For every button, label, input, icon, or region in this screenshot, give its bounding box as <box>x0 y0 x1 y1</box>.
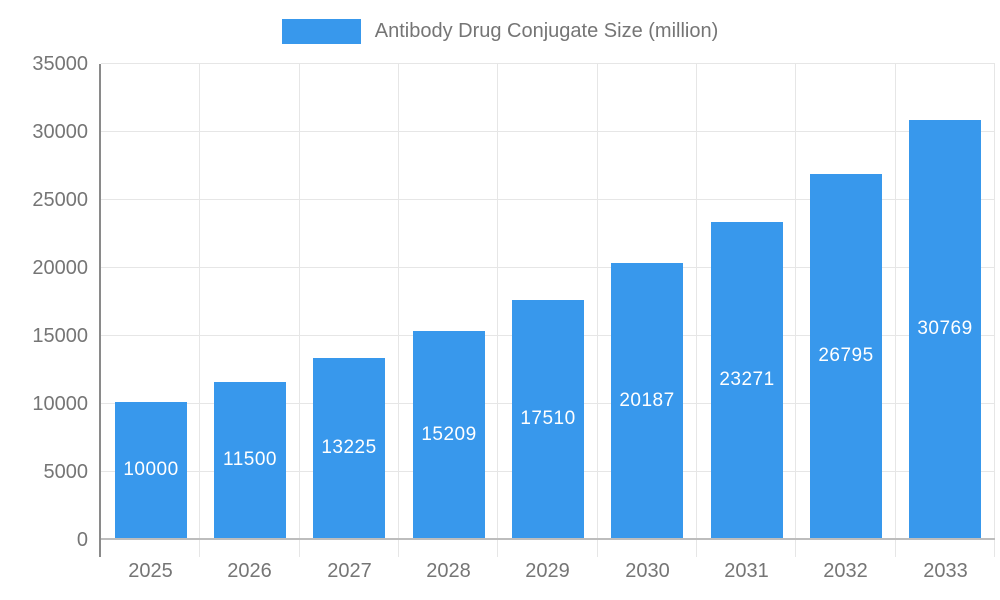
gridline-horizontal <box>101 131 995 132</box>
bar-value-label: 10000 <box>123 459 179 480</box>
gridline-vertical <box>795 64 796 557</box>
bar-2026[interactable]: 11500 <box>214 382 286 538</box>
bar-value-label: 13225 <box>321 437 377 458</box>
bar-value-label: 20187 <box>619 389 675 411</box>
x-axis-tick-label: 2026 <box>227 560 272 582</box>
x-axis-tick-label: 2029 <box>525 560 570 582</box>
bar-2025[interactable]: 10000 <box>115 402 187 538</box>
y-axis-tick-label: 25000 <box>32 189 88 211</box>
legend-label: Antibody Drug Conjugate Size (million) <box>374 19 719 42</box>
bar-2031[interactable]: 23271 <box>711 222 783 538</box>
x-axis-tick-label: 2030 <box>625 560 670 582</box>
y-axis-tick-label: 15000 <box>32 325 88 347</box>
bar-value-label: 26795 <box>818 345 874 366</box>
gridline-vertical <box>199 64 200 557</box>
x-axis-tick-label: 2033 <box>923 560 968 582</box>
legend-swatch <box>281 18 361 44</box>
gridline-vertical <box>895 64 896 557</box>
gridline-vertical <box>497 64 498 557</box>
x-axis-tick-label: 2025 <box>128 560 173 582</box>
bar-value-label: 11500 <box>223 449 277 470</box>
plot-area: 10000 11500 13225 15209 17510 20187 23271 26795… <box>99 63 995 557</box>
gridline-horizontal <box>101 199 995 200</box>
gridline-vertical <box>597 64 598 557</box>
bar-value-label: 15209 <box>421 423 477 445</box>
gridline-horizontal <box>101 267 995 268</box>
gridline-vertical <box>299 64 300 557</box>
bar-2029[interactable]: 17510 <box>512 300 584 538</box>
x-axis-tick-label: 2032 <box>823 560 868 582</box>
y-axis-tick-label: 5000 <box>43 461 89 483</box>
y-axis-tick-label: 30000 <box>32 121 88 143</box>
bar-value-label: 30769 <box>917 318 973 339</box>
y-axis-tick-label: 0 <box>76 529 88 551</box>
bar-value-label: 23271 <box>719 369 775 390</box>
bar-2027[interactable]: 13225 <box>313 358 385 538</box>
bar-2030[interactable]: 20187 <box>611 263 683 538</box>
bar-2032[interactable]: 26795 <box>810 174 882 538</box>
x-axis-tick-label: 2031 <box>724 560 769 582</box>
gridline-vertical <box>994 64 995 557</box>
bar-value-label: 17510 <box>520 408 576 429</box>
x-axis-tick-label: 2028 <box>426 560 471 582</box>
x-axis-tick-label: 2027 <box>327 560 372 582</box>
y-axis: 0 5000 10000 15000 20000 25000 30000 35000 <box>0 0 88 600</box>
gridline-vertical <box>696 64 697 557</box>
x-axis: 2025 2026 2027 2028 2029 2030 2031 2032 2033 <box>101 558 995 588</box>
y-axis-tick-label: 20000 <box>32 257 88 279</box>
y-axis-line <box>99 64 101 557</box>
y-axis-tick-label: 10000 <box>32 393 88 415</box>
bar-2033[interactable]: 30769 <box>909 120 981 538</box>
x-axis-baseline <box>101 538 995 540</box>
gridline-vertical <box>398 64 399 557</box>
legend[interactable]: Antibody Drug Conjugate Size (million) <box>0 16 1000 46</box>
gridline-horizontal <box>101 63 995 64</box>
y-axis-tick-label: 35000 <box>32 53 88 75</box>
bar-2028[interactable]: 15209 <box>413 331 485 538</box>
